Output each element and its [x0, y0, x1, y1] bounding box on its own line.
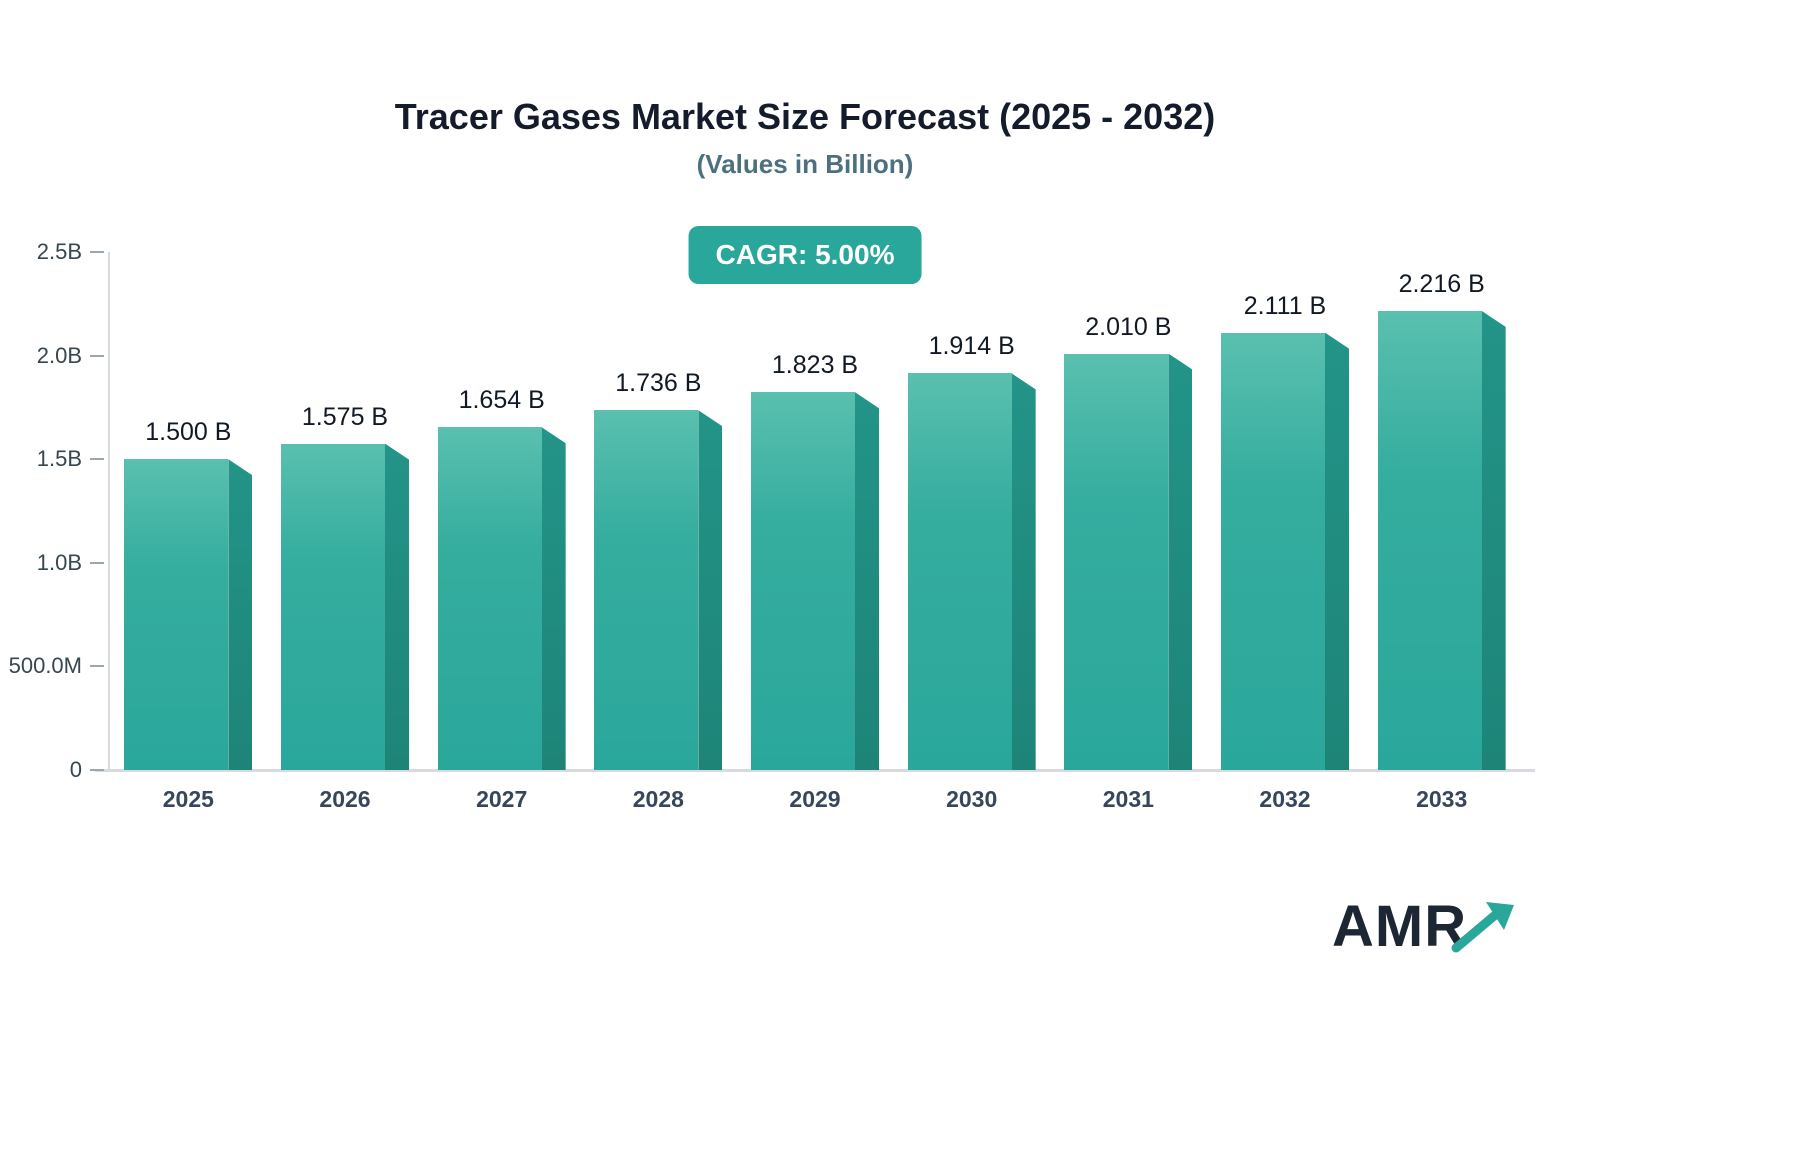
bar-front-face [1377, 310, 1482, 770]
y-axis-tick [90, 458, 104, 461]
y-axis-tick [90, 561, 104, 564]
y-axis-tick [90, 251, 104, 253]
bar-2032 [1221, 332, 1349, 770]
bar-value-label: 2.111 B [1243, 291, 1327, 320]
y-axis-label: 500.0M [8, 653, 82, 679]
bar-value-label: 1.575 B [301, 402, 389, 431]
bar-side-face [1325, 332, 1349, 770]
brand-logo-text: AMR [1332, 894, 1468, 959]
chart-subtitle: (Values in Billion) [696, 149, 914, 179]
y-axis-label: 1.0B [36, 549, 82, 575]
bar-front-face [1221, 332, 1325, 770]
y-axis-label: 2.5B [36, 239, 82, 264]
bar-2029 [751, 392, 879, 770]
y-axis-tick [90, 665, 104, 668]
bar-2027 [437, 427, 566, 770]
y-axis-tick [90, 354, 104, 357]
y-axis-label: 0 [69, 757, 82, 782]
x-axis-label: 2025 [162, 786, 214, 812]
bar-2028 [594, 410, 723, 770]
x-axis-label: 2031 [1102, 786, 1154, 812]
bar-side-face [698, 410, 723, 770]
bar-side-face [385, 443, 409, 770]
chart-title: Tracer Gases Market Size Forecast (2025 … [394, 96, 1216, 137]
bar-side-face [855, 392, 879, 770]
bar-2031 [1064, 353, 1193, 770]
y-axis-label: 1.5B [36, 446, 82, 472]
x-axis-line [95, 769, 1535, 772]
y-axis-line [108, 252, 110, 770]
bar-value-label: 1.823 B [771, 351, 859, 380]
y-axis-tick [90, 769, 104, 771]
x-axis-label: 2033 [1416, 786, 1468, 812]
growth-arrow-icon [1451, 902, 1514, 953]
x-axis-label: 2029 [789, 786, 841, 812]
x-axis-label: 2028 [632, 786, 684, 812]
y-axis-label: 2.0B [36, 342, 82, 368]
bar-front-face [594, 410, 699, 770]
cagr-badge: CAGR: 5.00% [688, 226, 922, 284]
bar-front-face [907, 373, 1012, 770]
bar-side-face [1011, 373, 1036, 770]
bar-front-face [1064, 353, 1169, 770]
bar-side-face [1168, 353, 1193, 770]
bar-side-face [541, 427, 566, 770]
bar-2033 [1377, 310, 1506, 770]
bar-front-face [437, 427, 542, 770]
bar-value-label: 2.216 B [1398, 269, 1485, 298]
x-axis-label: 2030 [946, 786, 998, 812]
x-axis-label: 2032 [1259, 786, 1311, 812]
bar-side-face [1481, 310, 1506, 770]
bar-value-label: 1.914 B [928, 332, 1015, 361]
bar-front-face [124, 459, 229, 770]
bar-front-face [751, 392, 855, 770]
bar-2025 [124, 459, 253, 770]
x-axis-label: 2027 [476, 786, 528, 812]
brand-logo: AMR [1332, 894, 1514, 959]
bar-front-face [281, 443, 385, 770]
bar-value-label: 1.654 B [458, 386, 545, 415]
bar-side-face [228, 459, 253, 770]
bar-value-label: 1.736 B [615, 369, 702, 398]
bar-2030 [907, 373, 1036, 770]
bar-2026 [281, 443, 409, 770]
bar-value-label: 2.010 B [1085, 312, 1172, 341]
bar-value-label: 1.500 B [145, 418, 232, 447]
x-axis-label: 2026 [319, 786, 371, 812]
